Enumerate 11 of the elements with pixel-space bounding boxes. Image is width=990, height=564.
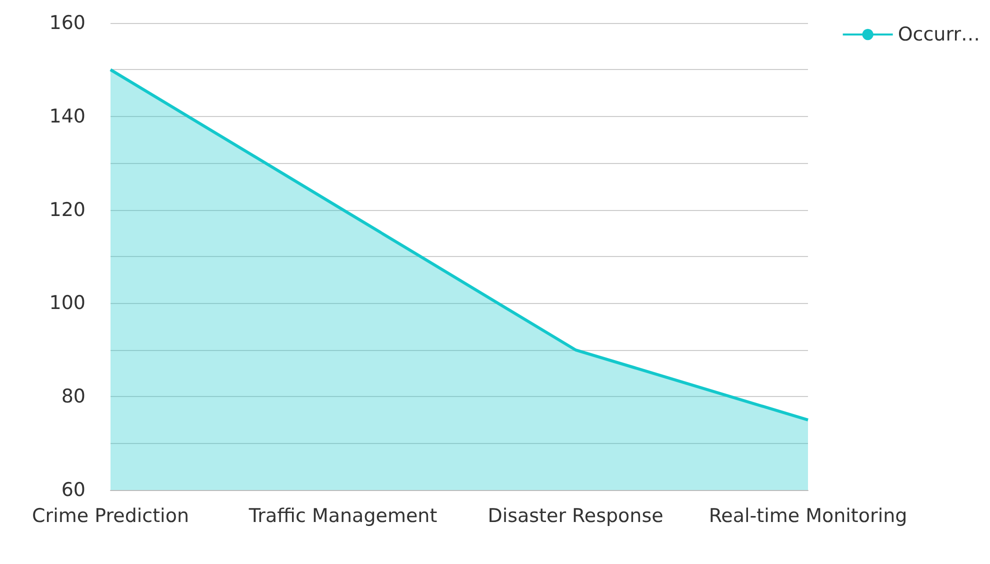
y-tick-label: 100 [49,292,86,314]
y-tick-label: 120 [49,198,86,221]
x-tick-label: Crime Prediction [32,505,189,527]
y-tick-label: 80 [61,386,86,408]
x-tick-label: Real-time Monitoring [708,505,908,527]
x-tick-label: Traffic Management [248,505,438,527]
x-tick-label: Disaster Response [488,505,664,527]
y-tick-label: 160 [49,12,86,34]
y-tick-label: 140 [49,105,86,128]
y-tick-label: 60 [61,479,86,501]
legend-label: Occurr… [898,24,980,46]
